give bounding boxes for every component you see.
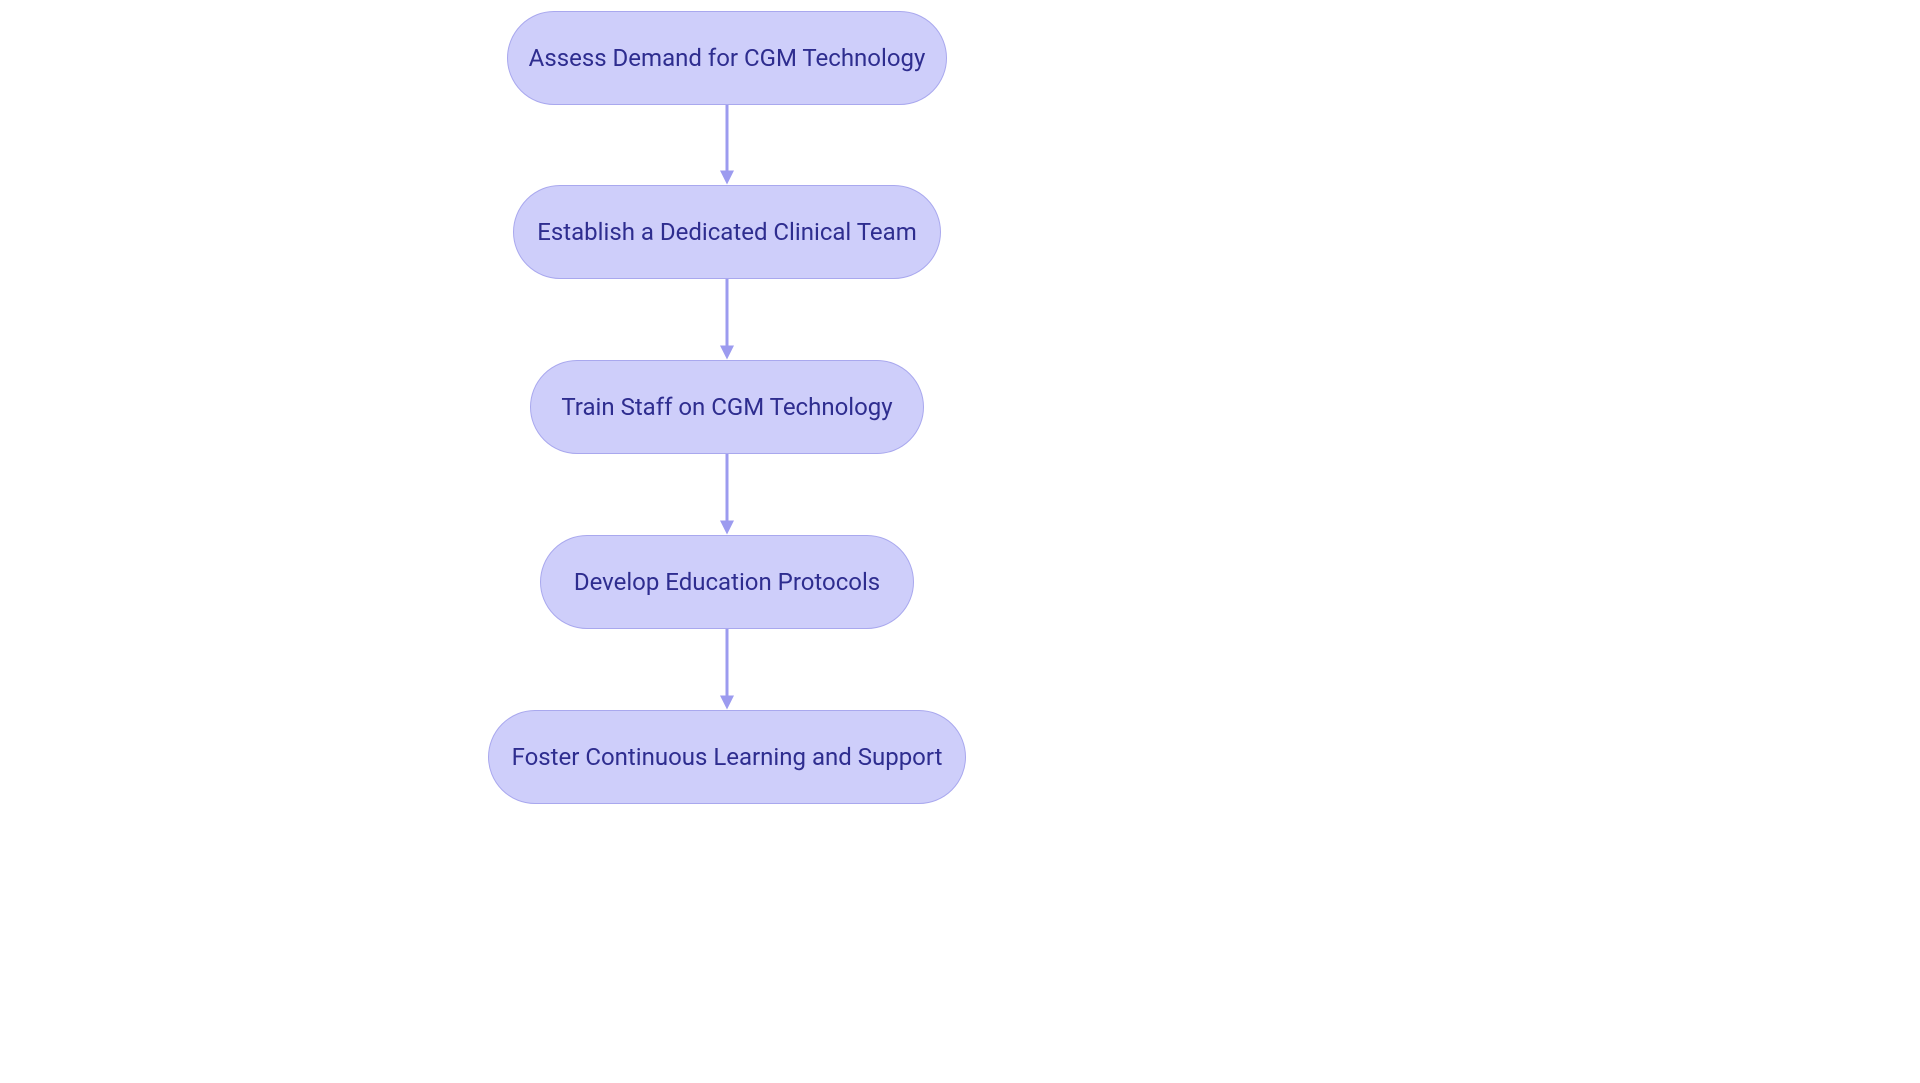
flowchart-node-label: Establish a Dedicated Clinical Team xyxy=(537,218,917,246)
flowchart-node-label: Foster Continuous Learning and Support xyxy=(512,743,943,771)
flowchart-node: Develop Education Protocols xyxy=(540,535,914,629)
flowchart-arrows xyxy=(0,0,1920,1083)
flowchart-node: Train Staff on CGM Technology xyxy=(530,360,924,454)
flowchart-node-label: Assess Demand for CGM Technology xyxy=(529,44,926,72)
flowchart-node-label: Train Staff on CGM Technology xyxy=(561,393,892,421)
flowchart-canvas: Assess Demand for CGM Technology Establis… xyxy=(0,0,1920,1083)
flowchart-node: Assess Demand for CGM Technology xyxy=(507,11,947,105)
flowchart-node: Establish a Dedicated Clinical Team xyxy=(513,185,941,279)
flowchart-node-label: Develop Education Protocols xyxy=(574,568,880,596)
flowchart-node: Foster Continuous Learning and Support xyxy=(488,710,966,804)
